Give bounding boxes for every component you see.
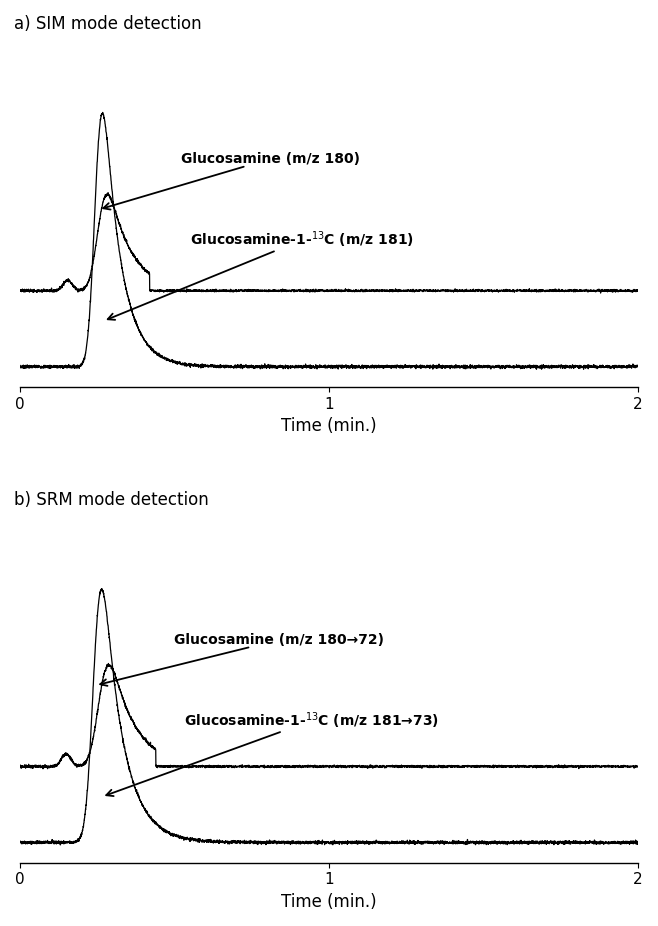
X-axis label: Time (min.): Time (min.)	[281, 418, 377, 435]
Text: b) SRM mode detection: b) SRM mode detection	[14, 491, 209, 508]
Text: Glucosamine (m/z 180→72): Glucosamine (m/z 180→72)	[100, 632, 384, 686]
Text: Glucosamine-1-$^{13}$C (m/z 181): Glucosamine-1-$^{13}$C (m/z 181)	[108, 230, 414, 319]
Text: a) SIM mode detection: a) SIM mode detection	[14, 15, 201, 33]
X-axis label: Time (min.): Time (min.)	[281, 893, 377, 911]
Text: Glucosamine-1-$^{13}$C (m/z 181→73): Glucosamine-1-$^{13}$C (m/z 181→73)	[106, 710, 438, 796]
Text: Glucosamine (m/z 180): Glucosamine (m/z 180)	[103, 152, 359, 209]
